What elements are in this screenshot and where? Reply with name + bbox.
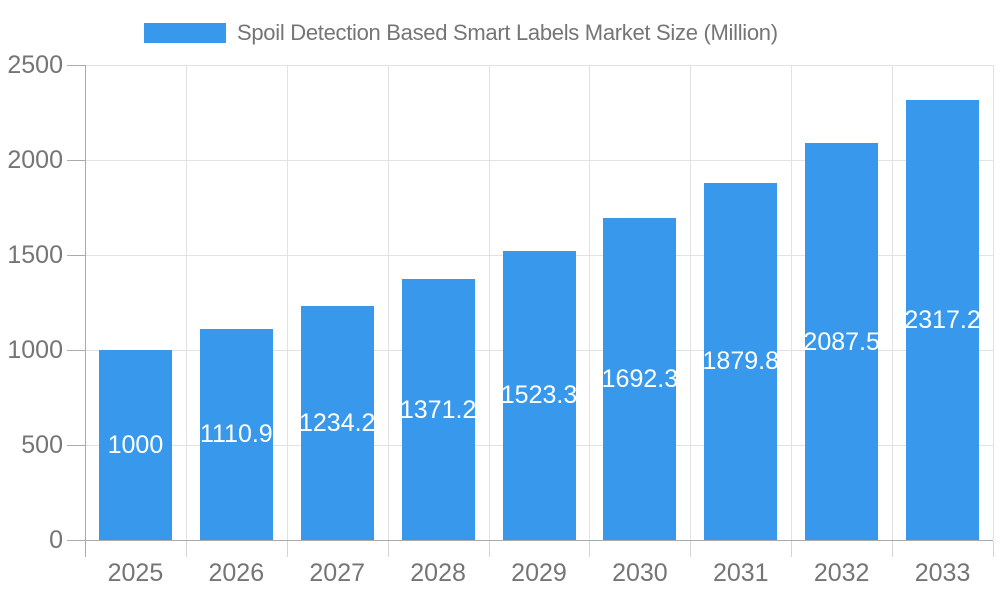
x-tick-label: 2026 (208, 559, 265, 587)
y-tick-label: 500 (21, 431, 63, 459)
v-gridline (185, 65, 187, 540)
y-tick-label: 1500 (7, 241, 63, 269)
x-axis-tick (892, 541, 894, 557)
bar[interactable] (300, 305, 374, 540)
v-gridline (387, 65, 389, 540)
y-axis-line (85, 65, 86, 557)
x-tick-label: 2033 (914, 559, 971, 587)
x-tick-label: 2031 (712, 559, 769, 587)
bar[interactable] (704, 182, 778, 540)
bar-value-label: 1692.3 (601, 365, 679, 394)
bar[interactable] (401, 279, 475, 540)
bar-value-label: 1234.2 (298, 408, 376, 437)
legend-swatch (144, 23, 226, 43)
x-axis-tick (185, 541, 187, 557)
bar-value-label: 2087.5 (803, 327, 880, 356)
x-tick-label: 2027 (309, 559, 366, 587)
v-gridline (993, 65, 994, 540)
y-axis-tick (67, 350, 85, 351)
x-axis-tick (993, 541, 994, 557)
v-gridline (488, 65, 490, 540)
y-axis-tick (67, 540, 85, 541)
v-gridline (286, 65, 288, 540)
y-axis-tick (67, 160, 85, 161)
bar[interactable] (603, 218, 677, 540)
y-tick-label: 1000 (7, 336, 63, 364)
bar-value-label: 1371.2 (399, 395, 477, 424)
y-tick-label: 0 (49, 526, 63, 554)
y-axis-tick (67, 255, 85, 256)
v-gridline (892, 65, 894, 540)
x-axis-tick (791, 541, 793, 557)
v-gridline (589, 65, 591, 540)
bar-value-label: 1879.8 (702, 347, 779, 376)
x-tick-label: 2028 (410, 559, 466, 587)
bar[interactable] (502, 250, 576, 540)
x-tick-label: 2029 (511, 559, 567, 587)
bar[interactable] (199, 328, 273, 540)
x-axis-line (85, 540, 993, 541)
bar-value-label: 2317.2 (904, 305, 981, 334)
bar[interactable] (906, 99, 980, 540)
y-tick-label: 2000 (7, 146, 63, 174)
y-axis-tick (67, 65, 85, 66)
x-tick-label: 2030 (612, 559, 668, 587)
h-gridline (85, 160, 993, 161)
bar[interactable] (98, 350, 172, 540)
bar[interactable] (805, 143, 879, 540)
chart-title: Spoil Detection Based Smart Labels Marke… (237, 20, 778, 45)
h-gridline (85, 65, 993, 66)
bar-value-label: 1523.3 (500, 381, 578, 410)
bar-value-label: 1000 (107, 431, 164, 459)
x-axis-tick (286, 541, 288, 557)
x-axis-tick (488, 541, 490, 557)
bar-value-label: 1110.9 (199, 420, 273, 449)
v-gridline (791, 65, 793, 540)
v-gridline (690, 65, 692, 540)
x-axis-tick (589, 541, 591, 557)
x-tick-label: 2025 (107, 559, 164, 587)
x-axis-tick (387, 541, 389, 557)
legend[interactable]: Spoil Detection Based Smart Labels Marke… (144, 20, 778, 45)
x-axis-tick (690, 541, 692, 557)
y-tick-label: 2500 (7, 51, 63, 79)
x-tick-label: 2032 (813, 559, 870, 587)
y-axis-tick (67, 445, 85, 446)
